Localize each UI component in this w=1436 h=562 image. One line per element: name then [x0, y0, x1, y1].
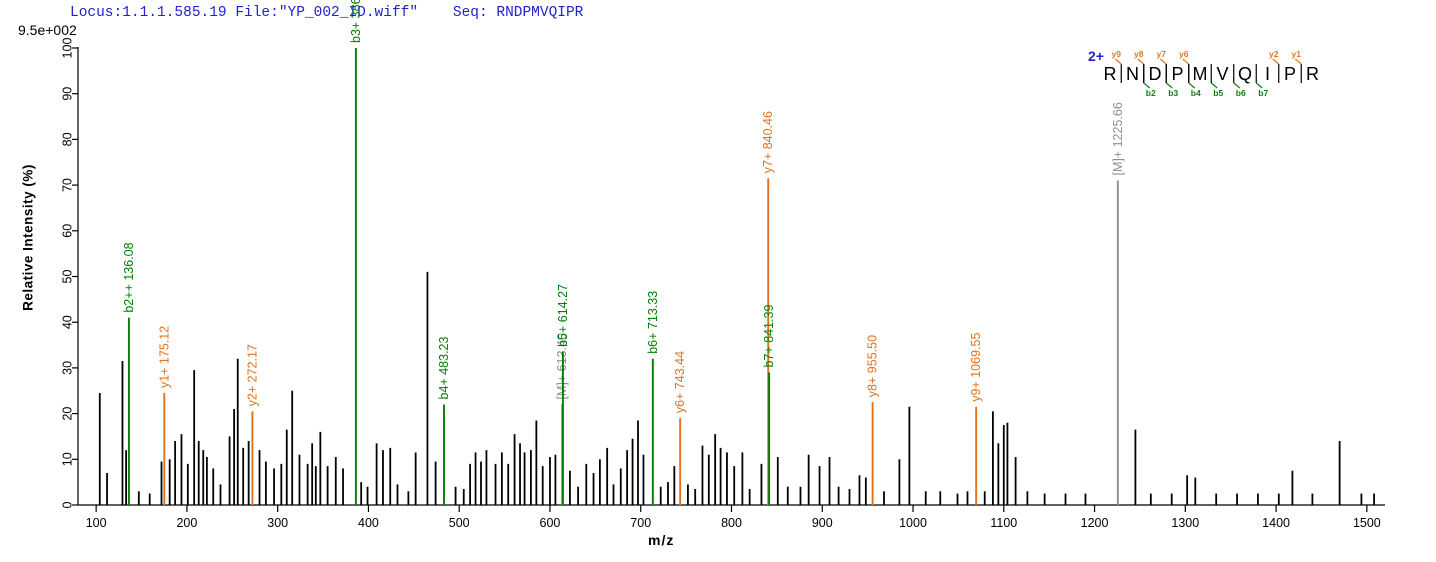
y-axis-tick-label: 10	[60, 452, 74, 466]
y-axis-tick-label: 70	[60, 178, 74, 192]
b-ion-tick	[1143, 82, 1151, 89]
peak-label: y9+ 1069.55	[969, 333, 983, 402]
x-axis-tick-label: 1300	[1171, 516, 1199, 530]
y-axis-tick-label: 20	[60, 407, 74, 421]
peptide-residue: R	[1306, 64, 1319, 84]
peptide-residue: M	[1193, 64, 1208, 84]
x-axis-tick-label: 900	[812, 516, 833, 530]
x-axis-tick-label: 1200	[1081, 516, 1109, 530]
x-axis-tick-label: 1100	[990, 516, 1017, 530]
b-ion-label: b4	[1191, 88, 1201, 98]
x-axis-label: m/z	[648, 532, 675, 548]
y-axis-tick-label: 0	[60, 501, 74, 508]
peptide-residue: V	[1216, 64, 1228, 84]
y-ion-label: y9	[1112, 49, 1122, 59]
x-axis-tick-label: 600	[540, 516, 561, 530]
b-ion-label: b2	[1146, 88, 1156, 98]
peptide-residue: I	[1265, 64, 1270, 84]
x-axis-tick-label: 1500	[1353, 516, 1381, 530]
y-ion-tick	[1182, 58, 1190, 65]
b-ion-label: b5	[1213, 88, 1223, 98]
base-peak-intensity-label: 9.5e+002	[18, 22, 77, 38]
y-ion-label: y7	[1157, 49, 1167, 59]
b-ion-tick	[1255, 82, 1263, 89]
peptide-residue: N	[1126, 64, 1139, 84]
peptide-residue: Q	[1238, 64, 1252, 84]
y-ion-label: y6	[1179, 49, 1189, 59]
peak-label: [M]+ 1225.66	[1111, 102, 1125, 175]
y-axis-tick-label: 90	[60, 87, 74, 101]
spectrum-header: Locus:1.1.1.585.19 File:"YP_002_ID.wiff"…	[70, 5, 584, 21]
peak-label: y7+ 840.46	[761, 111, 775, 173]
y-ion-tick	[1272, 58, 1280, 65]
peak-label: b5+ 614.27	[556, 284, 570, 347]
y-axis-tick-label: 40	[60, 315, 74, 329]
y-ion-label: y2	[1269, 49, 1279, 59]
peak-label: b3+ 386.18	[349, 0, 363, 43]
y-axis-tick-label: 60	[60, 224, 74, 238]
x-axis-tick-label: 1000	[899, 516, 927, 530]
y-axis-tick-label: 80	[60, 132, 74, 146]
precursor-charge-label: 2+	[1088, 48, 1104, 64]
peptide-residue: D	[1149, 64, 1162, 84]
x-axis-tick-label: 500	[449, 516, 470, 530]
y-ion-tick	[1159, 58, 1167, 65]
x-axis-tick-label: 400	[358, 516, 379, 530]
peak-label: y2+ 272.17	[245, 344, 259, 406]
peak-label: y6+ 743.44	[673, 351, 687, 413]
x-axis-tick-label: 200	[176, 516, 197, 530]
y-ion-tick	[1137, 58, 1145, 65]
b-ion-label: b7	[1258, 88, 1268, 98]
x-axis-tick-label: 1400	[1262, 516, 1290, 530]
x-axis-tick-label: 800	[721, 516, 742, 530]
b-ion-tick	[1210, 82, 1218, 89]
y-axis-tick-label: 50	[60, 270, 74, 284]
b-ion-tick	[1165, 82, 1173, 89]
peptide-residue: P	[1171, 64, 1183, 84]
peak-label: y8+ 955.50	[866, 335, 880, 397]
y-ion-tick	[1114, 58, 1122, 65]
x-axis-tick-label: 300	[267, 516, 288, 530]
peak-label: b7+ 841.39	[762, 305, 776, 368]
peak-label: b4+ 483.23	[437, 337, 451, 400]
b-ion-tick	[1188, 82, 1196, 89]
y-axis-tick-label: 30	[60, 361, 74, 375]
y-ion-tick	[1294, 58, 1302, 65]
peptide-residue: P	[1284, 64, 1296, 84]
x-axis-tick-label: 100	[86, 516, 107, 530]
y-axis-tick-label: 100	[60, 38, 74, 59]
b-ion-label: b6	[1236, 88, 1246, 98]
y-ion-label: y1	[1292, 49, 1302, 59]
y-ion-label: y8	[1134, 49, 1144, 59]
peak-label: b6+ 713.33	[646, 291, 660, 354]
peak-label: b2++ 136.08	[122, 242, 136, 312]
b-ion-label: b3	[1168, 88, 1178, 98]
b-ion-tick	[1233, 82, 1241, 89]
x-axis-tick-label: 700	[630, 516, 651, 530]
peak-label: y1+ 175.12	[157, 326, 171, 388]
peptide-residue: R	[1104, 64, 1117, 84]
